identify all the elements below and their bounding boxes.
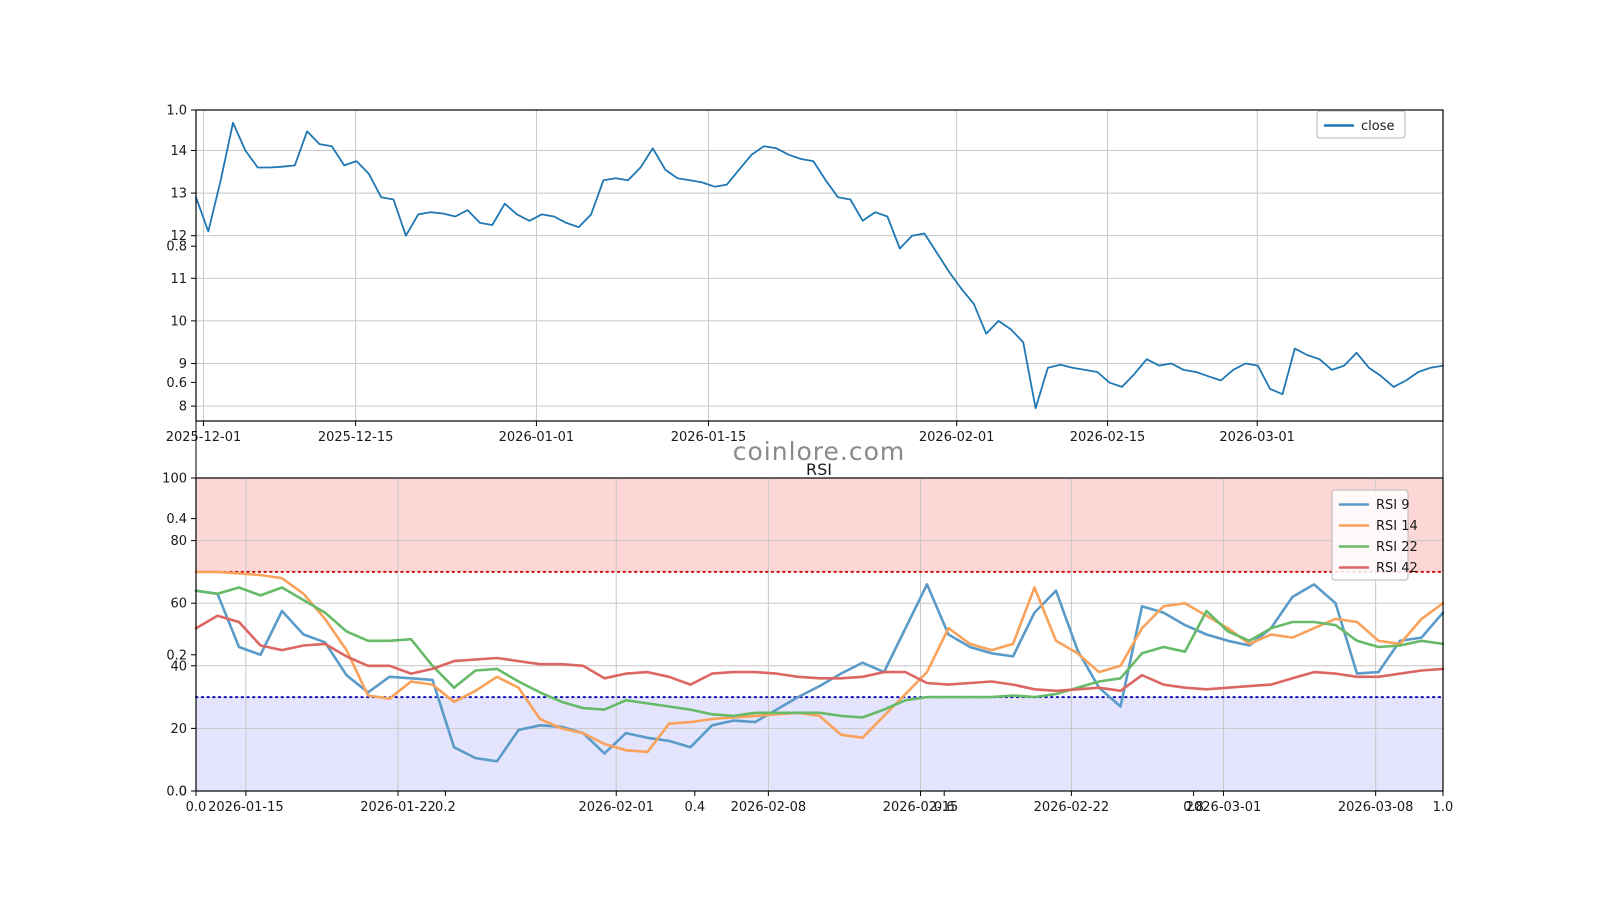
overlay-y-tick-label: 0.0 [166, 785, 187, 800]
overlay-spine [195, 109, 1444, 792]
y-tick-label: 13 [170, 187, 187, 202]
x-tick-label: 2025-12-15 [318, 430, 394, 445]
legend-label: RSI 9 [1376, 498, 1410, 513]
series-line-rsi-22 [194, 586, 1445, 719]
overlay-x-tick-label: 0.0 [186, 800, 207, 815]
legend-label: RSI 42 [1376, 561, 1418, 576]
legend-box [1316, 110, 1406, 139]
y-tick-label: 12 [170, 229, 187, 244]
overlay-y-tick-label: 0.2 [166, 648, 187, 663]
overlay-x-tick-label: 0.8 [1183, 800, 1204, 815]
price-chart: 8 9 10 11 12 13 14 2025-12-01 2025-12-15 2026-01-… [166, 109, 1444, 445]
overlay-y-tick-label: 1.0 [166, 104, 187, 119]
legend-label: RSI 14 [1376, 519, 1418, 534]
y-tick-label: 9 [179, 357, 187, 372]
y-tick-label: 80 [170, 534, 187, 549]
x-tick-label: 2026-01-15 [208, 800, 284, 815]
x-tick-label: 2026-03-01 [1186, 800, 1262, 815]
y-tick-label: 11 [170, 272, 187, 287]
x-tick-label: 2026-02-15 [1070, 430, 1146, 445]
y-tick-label: 20 [170, 722, 187, 737]
legend-box [1331, 489, 1409, 581]
overlay-y-tick-label: 0.6 [166, 376, 187, 391]
axes-spine [195, 109, 1444, 422]
series-line-rsi-42 [194, 614, 1445, 693]
overlay-axis: 1.0 0.8 0.6 0.4 0.2 0.00.0 0.2 0.4 0.6 0.8 1.0 [166, 104, 1453, 816]
oversold-band [196, 697, 1443, 791]
overlay-x-tick-label: 0.4 [684, 800, 705, 815]
watermark: coinlore.com [733, 437, 906, 466]
x-tick-label: 2026-01-22 [360, 800, 436, 815]
x-tick-label: 2025-12-01 [166, 430, 242, 445]
rsi-chart: 0 20 40 60 80 100 2026-01-15 2026-01-22 2026-02-… [162, 472, 1445, 815]
y-tick-label: 100 [162, 472, 187, 487]
x-tick-label: 2026-01-01 [499, 430, 575, 445]
x-tick-label: 2026-02-22 [1034, 800, 1110, 815]
legend-label: RSI 22 [1376, 540, 1418, 555]
overlay-y-tick-label: 0.8 [166, 240, 187, 255]
x-tick-label: 2026-02-15 [883, 800, 959, 815]
y-tick-label: 40 [170, 659, 187, 674]
overlay-x-tick-label: 0.2 [435, 800, 456, 815]
x-tick-label: 2026-02-01 [919, 430, 995, 445]
overlay-x-tick-label: 0.6 [934, 800, 955, 815]
x-tick-label: 2026-02-01 [578, 800, 654, 815]
y-tick-label: 8 [179, 400, 187, 415]
x-tick-label: 2026-03-08 [1338, 800, 1414, 815]
y-tick-label: 0 [179, 785, 187, 800]
x-tick-label: 2026-01-15 [671, 430, 747, 445]
y-tick-label: 60 [170, 597, 187, 612]
y-tick-label: 10 [170, 314, 187, 329]
series-line-close [195, 121, 1444, 410]
x-tick-label: 2026-03-01 [1219, 430, 1295, 445]
overlay-y-tick-label: 0.4 [166, 512, 187, 527]
overbought-band [196, 478, 1443, 572]
rsi-chart-title: RSI [806, 460, 832, 479]
legend-label: close [1361, 119, 1394, 134]
x-tick-label: 2026-02-08 [731, 800, 807, 815]
overlay-x-tick-label: 1.0 [1433, 800, 1454, 815]
series-line-rsi-9 [194, 583, 1445, 763]
y-tick-label: 14 [170, 144, 187, 159]
